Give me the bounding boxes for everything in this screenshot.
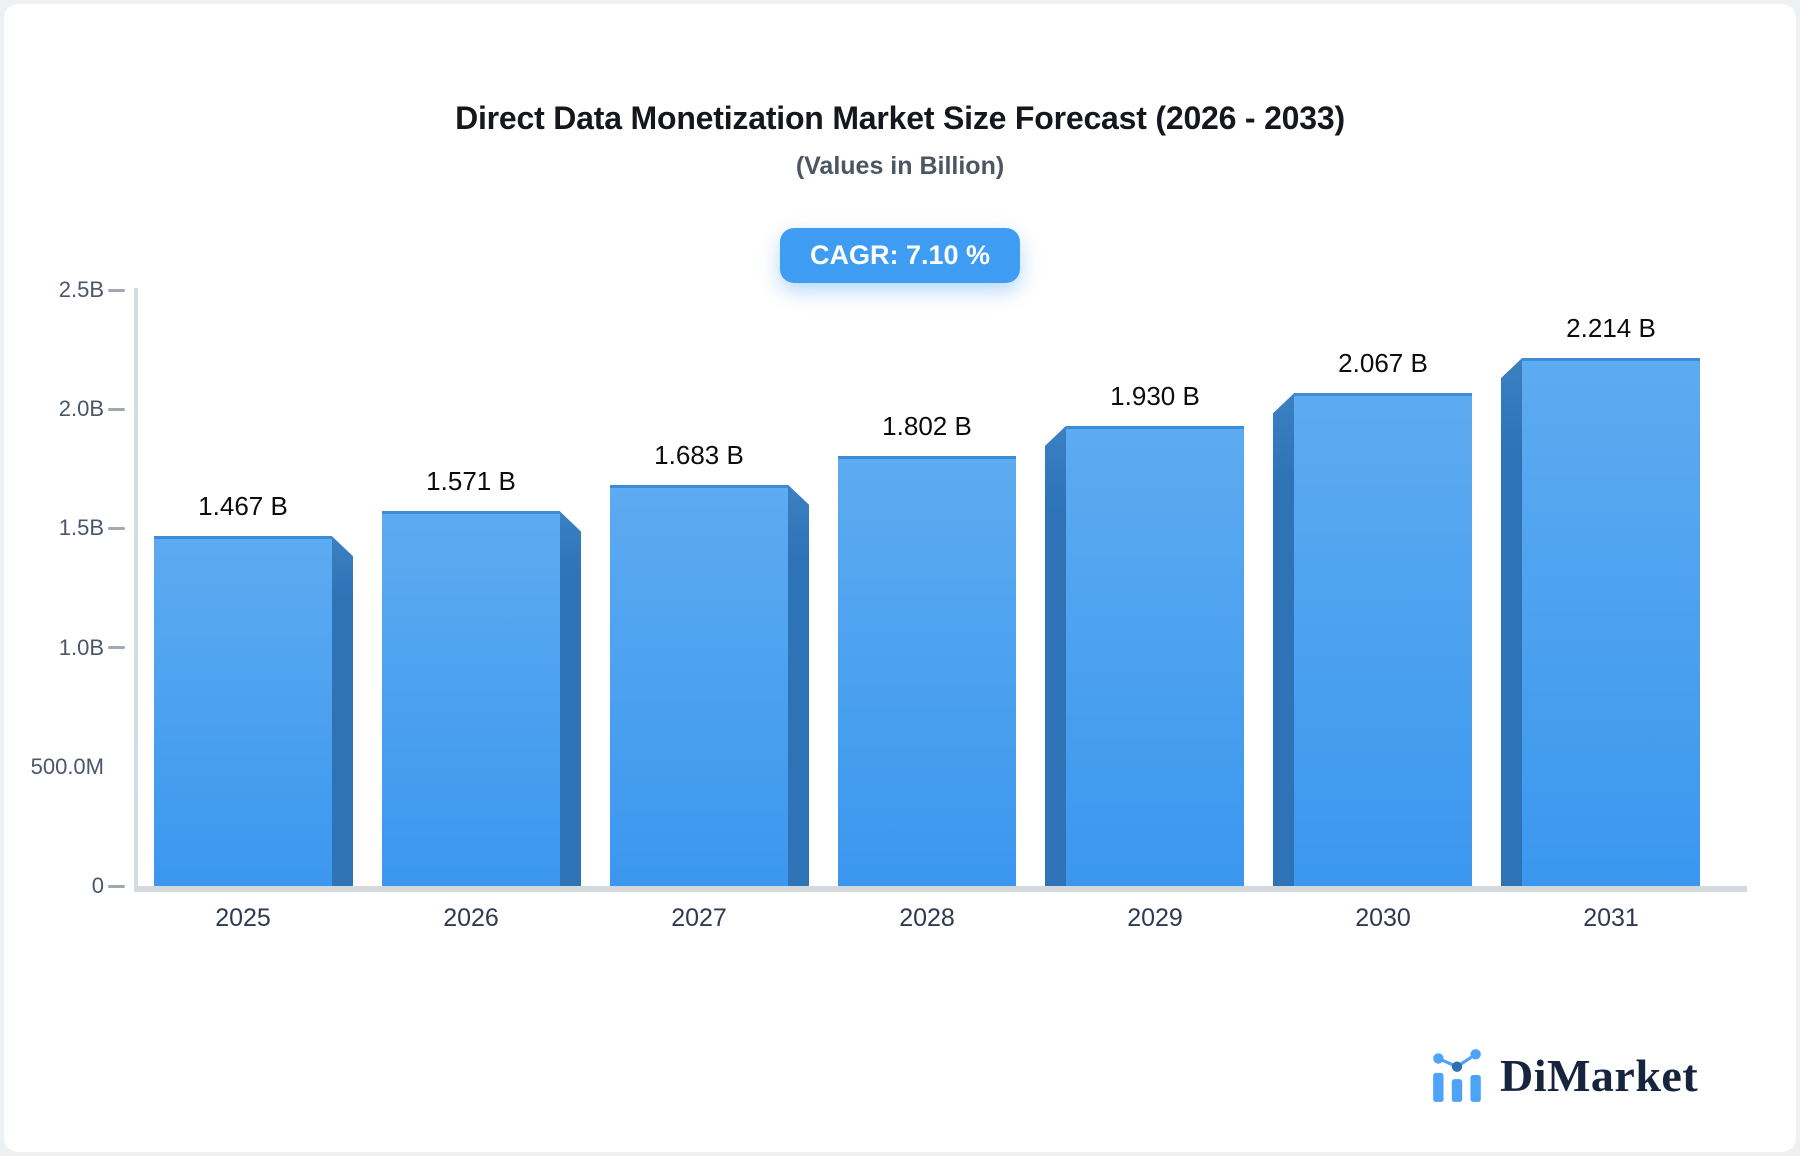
bar-2029	[1066, 425, 1244, 886]
bar-value-label-2029: 1.930 B	[1110, 380, 1200, 411]
bar-2025	[154, 536, 332, 886]
bar-2027	[610, 484, 788, 886]
cagr-badge: CAGR: 7.10 %	[779, 228, 1021, 283]
y-tick-dash-2.0B	[108, 407, 125, 411]
bar-2030	[1294, 393, 1472, 886]
x-tick-label-2028: 2028	[899, 904, 955, 932]
x-tick-label-2029: 2029	[1127, 904, 1183, 932]
x-tick-label-2026: 2026	[443, 904, 499, 932]
chart-subtitle: (Values in Billion)	[795, 152, 1005, 180]
brand-name: DiMarket	[1500, 1049, 1699, 1101]
bar-2028	[838, 456, 1016, 886]
y-tick-label-1.5B: 1.5B	[58, 515, 104, 541]
bar-value-label-2030: 2.067 B	[1338, 348, 1428, 379]
x-tick-label-2031: 2031	[1583, 904, 1639, 932]
chart-card: Direct Data Monetization Market Size For…	[4, 4, 1796, 1152]
chart-title: Direct Data Monetization Market Size For…	[455, 100, 1345, 136]
y-tick-dash-1.0B	[108, 646, 125, 650]
bar-side-2025	[332, 536, 353, 886]
y-tick-dash-0	[108, 884, 125, 888]
y-tick-label-500.0M: 500.0M	[30, 753, 104, 779]
x-axis-line	[134, 886, 1747, 892]
brand-logo: DiMarket	[1428, 1046, 1698, 1104]
x-tick-label-2027: 2027	[671, 904, 727, 932]
bar-2031	[1522, 358, 1700, 886]
bar-value-label-2026: 1.571 B	[426, 466, 516, 497]
bar-side-2030	[1273, 393, 1294, 886]
bar-side-2031	[1501, 358, 1522, 886]
bar-value-label-2031: 2.214 B	[1566, 313, 1656, 344]
y-tick-dash-2.5B	[108, 288, 125, 292]
y-tick-label-1.0B: 1.0B	[58, 634, 104, 660]
dimarket-logo-icon	[1433, 1049, 1481, 1102]
bar-value-label-2025: 1.467 B	[198, 491, 288, 522]
bar-value-label-2028: 1.802 B	[882, 411, 972, 442]
bar-2026	[382, 511, 560, 886]
x-tick-label-2030: 2030	[1355, 904, 1411, 932]
bar-value-label-2027: 1.683 B	[654, 439, 744, 470]
bar-side-2029	[1045, 425, 1066, 886]
y-tick-label-2.0B: 2.0B	[58, 396, 104, 422]
y-tick-dash-1.5B	[108, 526, 125, 530]
bar-side-2026	[560, 511, 581, 886]
y-axis-line	[134, 288, 138, 890]
bar-side-2027	[788, 484, 809, 886]
x-tick-label-2025: 2025	[215, 904, 271, 932]
y-tick-label-0: 0	[91, 873, 104, 898]
y-tick-label-2.5B: 2.5B	[58, 277, 104, 302]
